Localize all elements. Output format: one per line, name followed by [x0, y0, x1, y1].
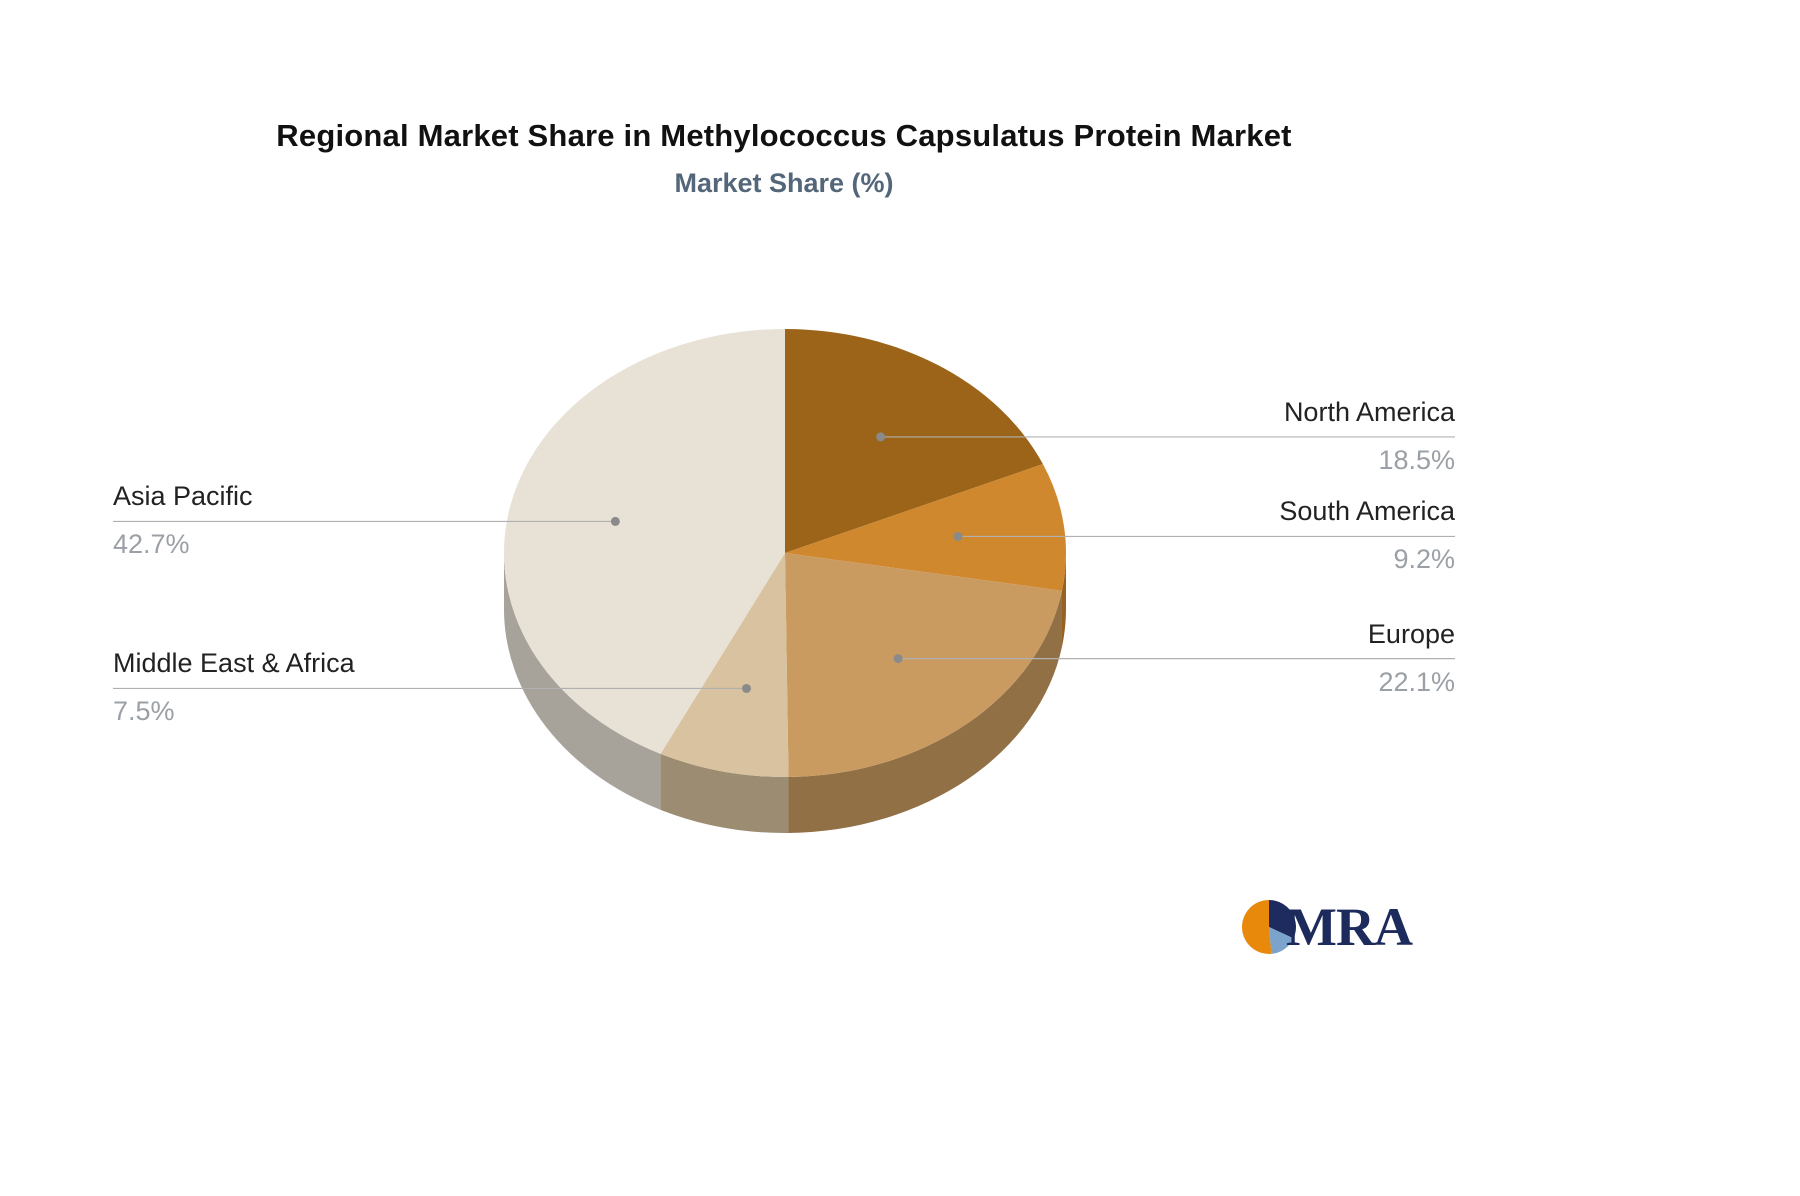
mra-logo-text: MRA — [1286, 897, 1413, 957]
leader-dot-middle-east-africa — [741, 683, 751, 693]
slice-value-middle-east-africa: 7.5% — [113, 696, 175, 727]
brand-logo: MRA — [1240, 896, 1413, 958]
slice-label-south-america: South America — [1279, 496, 1455, 527]
leader-dot-asia-pacific — [610, 516, 620, 526]
pie-slice-side-middle-east-africa — [660, 753, 789, 833]
leader-dot-europe — [893, 654, 903, 664]
chart-subtitle: Market Share (%) — [674, 168, 894, 198]
pie-slice-south-america — [785, 464, 1067, 591]
pie-slice-side-south-america — [1061, 553, 1066, 647]
pie-slice-side-europe — [788, 590, 1062, 833]
pie-slice-north-america — [785, 329, 1043, 553]
slice-value-south-america: 9.2% — [1393, 544, 1455, 575]
chart-title: Regional Market Share in Methylococcus C… — [276, 118, 1292, 153]
pie-slice-asia-pacific — [503, 329, 785, 754]
pie-slice-europe — [785, 553, 1062, 777]
pie-slice-side-asia-pacific — [504, 553, 661, 810]
leader-dot-north-america — [876, 432, 886, 442]
slice-label-north-america: North America — [1283, 396, 1455, 427]
leader-dot-south-america — [953, 531, 963, 541]
slice-value-europe: 22.1% — [1378, 666, 1455, 697]
pie-slice-middle-east-africa — [660, 553, 789, 778]
mra-logo-pie-icon — [1242, 900, 1296, 954]
slice-label-asia-pacific: Asia Pacific — [113, 481, 253, 512]
slice-label-middle-east-africa: Middle East & Africa — [113, 648, 355, 679]
slice-value-north-america: 18.5% — [1378, 444, 1455, 475]
slice-label-europe: Europe — [1367, 618, 1455, 649]
slice-value-asia-pacific: 42.7% — [113, 529, 190, 560]
